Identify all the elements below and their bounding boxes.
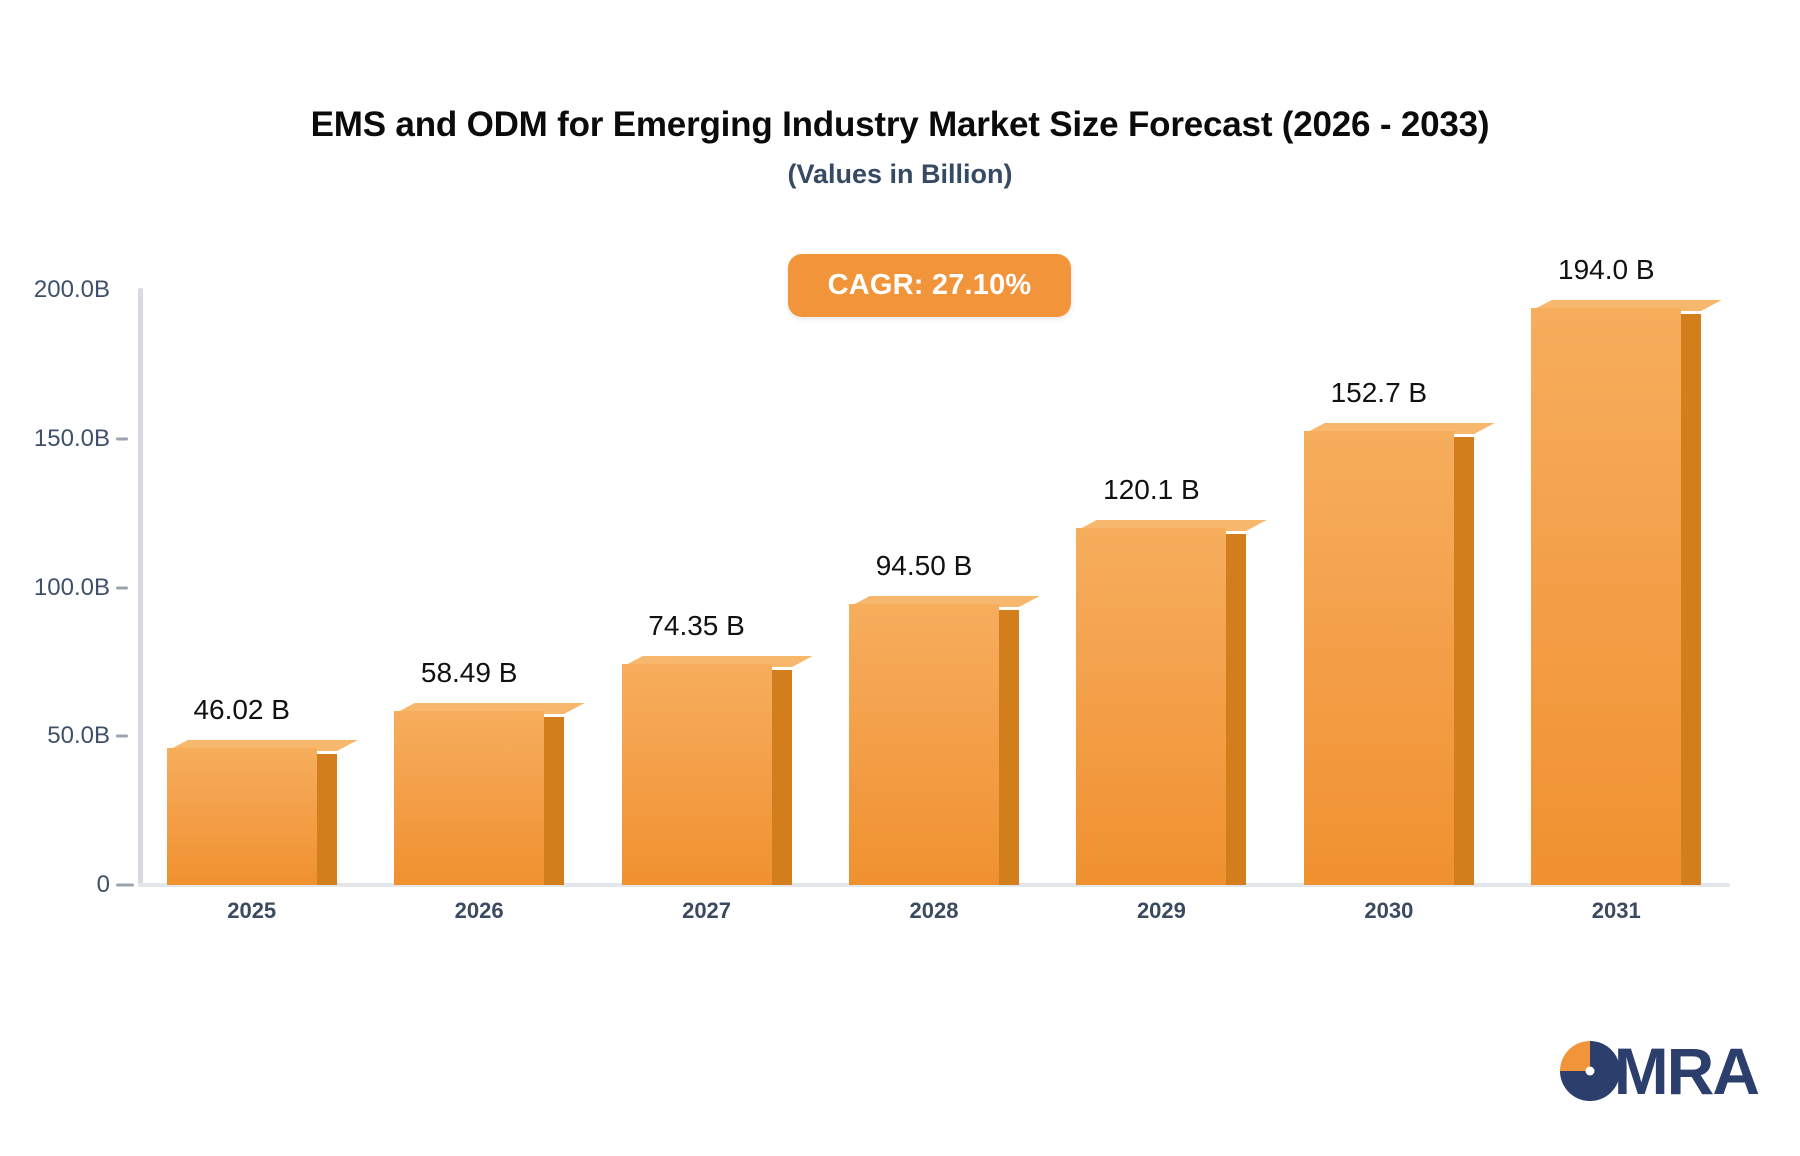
pie-chart-logo-icon: [1559, 1041, 1620, 1101]
cagr-badge: CAGR: 27.10%: [788, 254, 1071, 317]
bar-value-label: 194.0 B: [1558, 253, 1655, 285]
y-axis-ticks: 0 50.0B 100.0B 150.0B 200.0B: [0, 0, 134, 1156]
bar-column: 94.50 B: [849, 550, 1040, 885]
chart-header: EMS and ODM for Emerging Industry Market…: [0, 105, 1800, 190]
x-axis-tick-label: 2029: [1136, 898, 1186, 923]
brand-logo: MRA: [1559, 1034, 1760, 1108]
bar-side-face: [316, 754, 337, 885]
y-axis-tick-mark: [116, 437, 128, 441]
y-axis-line: [138, 288, 143, 885]
bar-side-face: [1226, 533, 1247, 885]
y-axis-tick-mark: [116, 734, 128, 738]
bar-side-face: [771, 669, 792, 885]
bar-value-label: 120.1 B: [1103, 473, 1200, 505]
bar-front-face: [621, 663, 772, 885]
bar-column: 46.02 B: [166, 694, 358, 885]
bar-value-label: 94.50 B: [875, 549, 973, 581]
x-axis-tick-label: 2026: [454, 898, 504, 923]
chart-subtitle: (Values in Billion): [787, 159, 1013, 190]
y-axis-tick-label: 0: [96, 871, 110, 898]
bar-column: 120.1 B: [1076, 474, 1268, 885]
bar-side-face: [1453, 436, 1474, 885]
bar-value-label: 46.02 B: [193, 694, 290, 726]
y-axis-tick-label: 150.0B: [33, 424, 110, 452]
x-axis-tick-label: 2031: [1591, 898, 1641, 923]
x-axis-tick-label: 2025: [227, 898, 277, 923]
x-axis-tick-label: 2030: [1364, 898, 1414, 923]
bar-side-face: [1681, 313, 1702, 885]
bar-column: 194.0 B: [1531, 254, 1722, 885]
y-axis-tick-label: 100.0B: [33, 573, 110, 601]
bar-front-face: [849, 603, 999, 885]
bar-column: 74.35 B: [621, 610, 813, 885]
bar-value-label: 58.49 B: [420, 657, 518, 688]
bar-value-label: 74.35 B: [648, 609, 745, 641]
bar-column: 58.49 B: [394, 657, 585, 885]
bar-column: 152.7 B: [1303, 377, 1495, 885]
bar-front-face: [1303, 430, 1454, 885]
bar-value-label: 152.7 B: [1330, 376, 1428, 408]
y-axis-tick-label: 50.0B: [47, 722, 110, 750]
bar-front-face: [394, 711, 545, 885]
bar-front-face: [166, 748, 317, 885]
y-axis-tick-label: 200.0B: [33, 276, 110, 303]
y-axis-tick-mark: [116, 883, 134, 887]
chart-title: EMS and ODM for Emerging Industry Market…: [310, 105, 1490, 144]
bar-side-face: [544, 717, 565, 885]
brand-logo-text: MRA: [1613, 1034, 1760, 1108]
x-axis-line: [138, 883, 1730, 887]
bar-front-face: [1531, 307, 1682, 885]
x-axis-tick-label: 2027: [682, 898, 732, 923]
bar-side-face: [999, 609, 1019, 885]
y-axis-tick-mark: [116, 586, 128, 589]
bar-front-face: [1076, 527, 1227, 885]
bar-series: 46.02 B 58.49 B 74.35 B 94.50 B 120.1 B 152.7…: [138, 254, 1730, 885]
x-axis-tick-label: 2028: [909, 898, 959, 923]
